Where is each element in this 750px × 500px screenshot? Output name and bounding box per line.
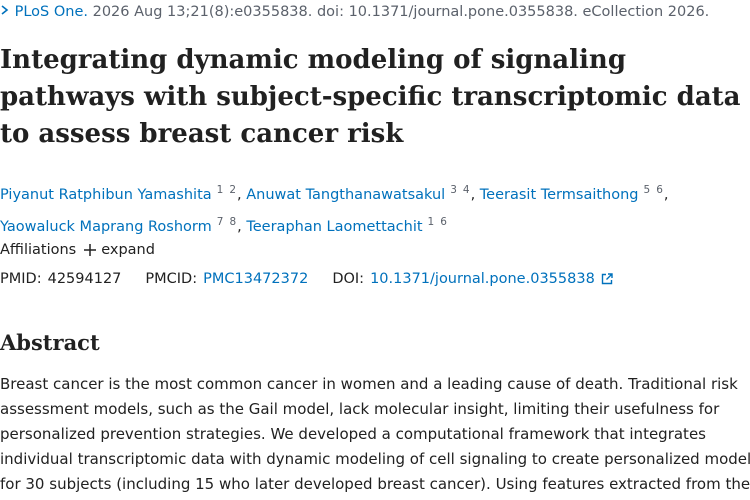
- doi-label: DOI:: [332, 271, 365, 287]
- expand-button[interactable]: expand: [84, 242, 155, 258]
- author-name[interactable]: Teerasit Termsaithong: [479, 187, 639, 203]
- affiliations-label: Affiliations: [0, 242, 77, 258]
- pmcid-link[interactable]: PMC13472372: [203, 271, 309, 287]
- article-title: Integrating dynamic modeling of signalin…: [0, 45, 741, 149]
- abstract-line: for 30 subjects (including 15 who later …: [0, 475, 750, 493]
- plus-icon: [84, 244, 97, 256]
- abstract-line: personalized prevention strategies. We d…: [0, 425, 706, 443]
- affiliation-number[interactable]: 6: [656, 184, 663, 196]
- affiliation-number[interactable]: 5: [643, 184, 651, 196]
- author-separator: ,: [237, 219, 242, 235]
- author: Yaowaluck Maprang Roshorm 7 8,: [0, 216, 242, 235]
- affiliation-number[interactable]: 2: [229, 184, 237, 196]
- pmcid-label: PMCID:: [145, 271, 198, 287]
- author: Anuwat Tangthanawatsakul 3 4,: [246, 184, 476, 203]
- identifiers: PMID: 42594127 PMCID: PMC13472372 DOI: 1…: [0, 271, 613, 287]
- author-separator: ,: [470, 187, 476, 203]
- affiliation-number[interactable]: 3: [450, 184, 457, 196]
- abstract-line: individual transcriptomic data with dyna…: [0, 450, 750, 468]
- abstract-line: assessment models, such as the Gail mode…: [0, 400, 720, 418]
- chevron-icon: [1, 5, 9, 15]
- author-name[interactable]: Teeraphan Laomettachit: [246, 219, 423, 235]
- abstract-heading: Abstract: [0, 330, 100, 355]
- author: Teerasit Termsaithong 5 6,: [479, 184, 669, 203]
- journal-link[interactable]: PLoS One.: [14, 4, 88, 20]
- author-name[interactable]: Piyanut Ratphibun Yamashita: [0, 187, 212, 203]
- citation-details: 2026 Aug 13;21(8):e0355838. doi: 10.1371…: [92, 4, 710, 20]
- authors: Piyanut Ratphibun Yamashita 1 2, Anuwat Ta…: [0, 177, 705, 241]
- doi-link[interactable]: 10.1371/journal.pone.0355838: [370, 271, 595, 287]
- abstract-line: Breast cancer is the most common cancer …: [0, 375, 738, 393]
- affiliation-number[interactable]: 4: [462, 184, 470, 196]
- affiliation-number[interactable]: 1: [216, 184, 224, 196]
- affiliation-number[interactable]: 8: [229, 216, 237, 228]
- affiliations-row: Affiliations expand: [0, 242, 155, 258]
- affiliation-number[interactable]: 7: [216, 216, 224, 228]
- author-name[interactable]: Yaowaluck Maprang Roshorm: [0, 219, 212, 235]
- author: Piyanut Ratphibun Yamashita 1 2,: [0, 184, 242, 203]
- author-separator: ,: [663, 187, 669, 203]
- author-name[interactable]: Anuwat Tangthanawatsakul: [246, 187, 446, 203]
- external-link-icon: [601, 273, 613, 285]
- pmid-label: PMID:: [0, 271, 42, 287]
- expand-label: expand: [101, 242, 155, 258]
- author: Teeraphan Laomettachit 1 6: [246, 216, 448, 235]
- author-separator: ,: [237, 187, 242, 203]
- affiliation-number[interactable]: 1: [427, 216, 435, 228]
- affiliation-number[interactable]: 6: [440, 216, 447, 228]
- pmid: 42594127: [47, 271, 122, 287]
- citation: PLoS One. 2026 Aug 13;21(8):e0355838. do…: [0, 4, 709, 20]
- abstract-text: Breast cancer is the most common cancer …: [0, 372, 750, 497]
